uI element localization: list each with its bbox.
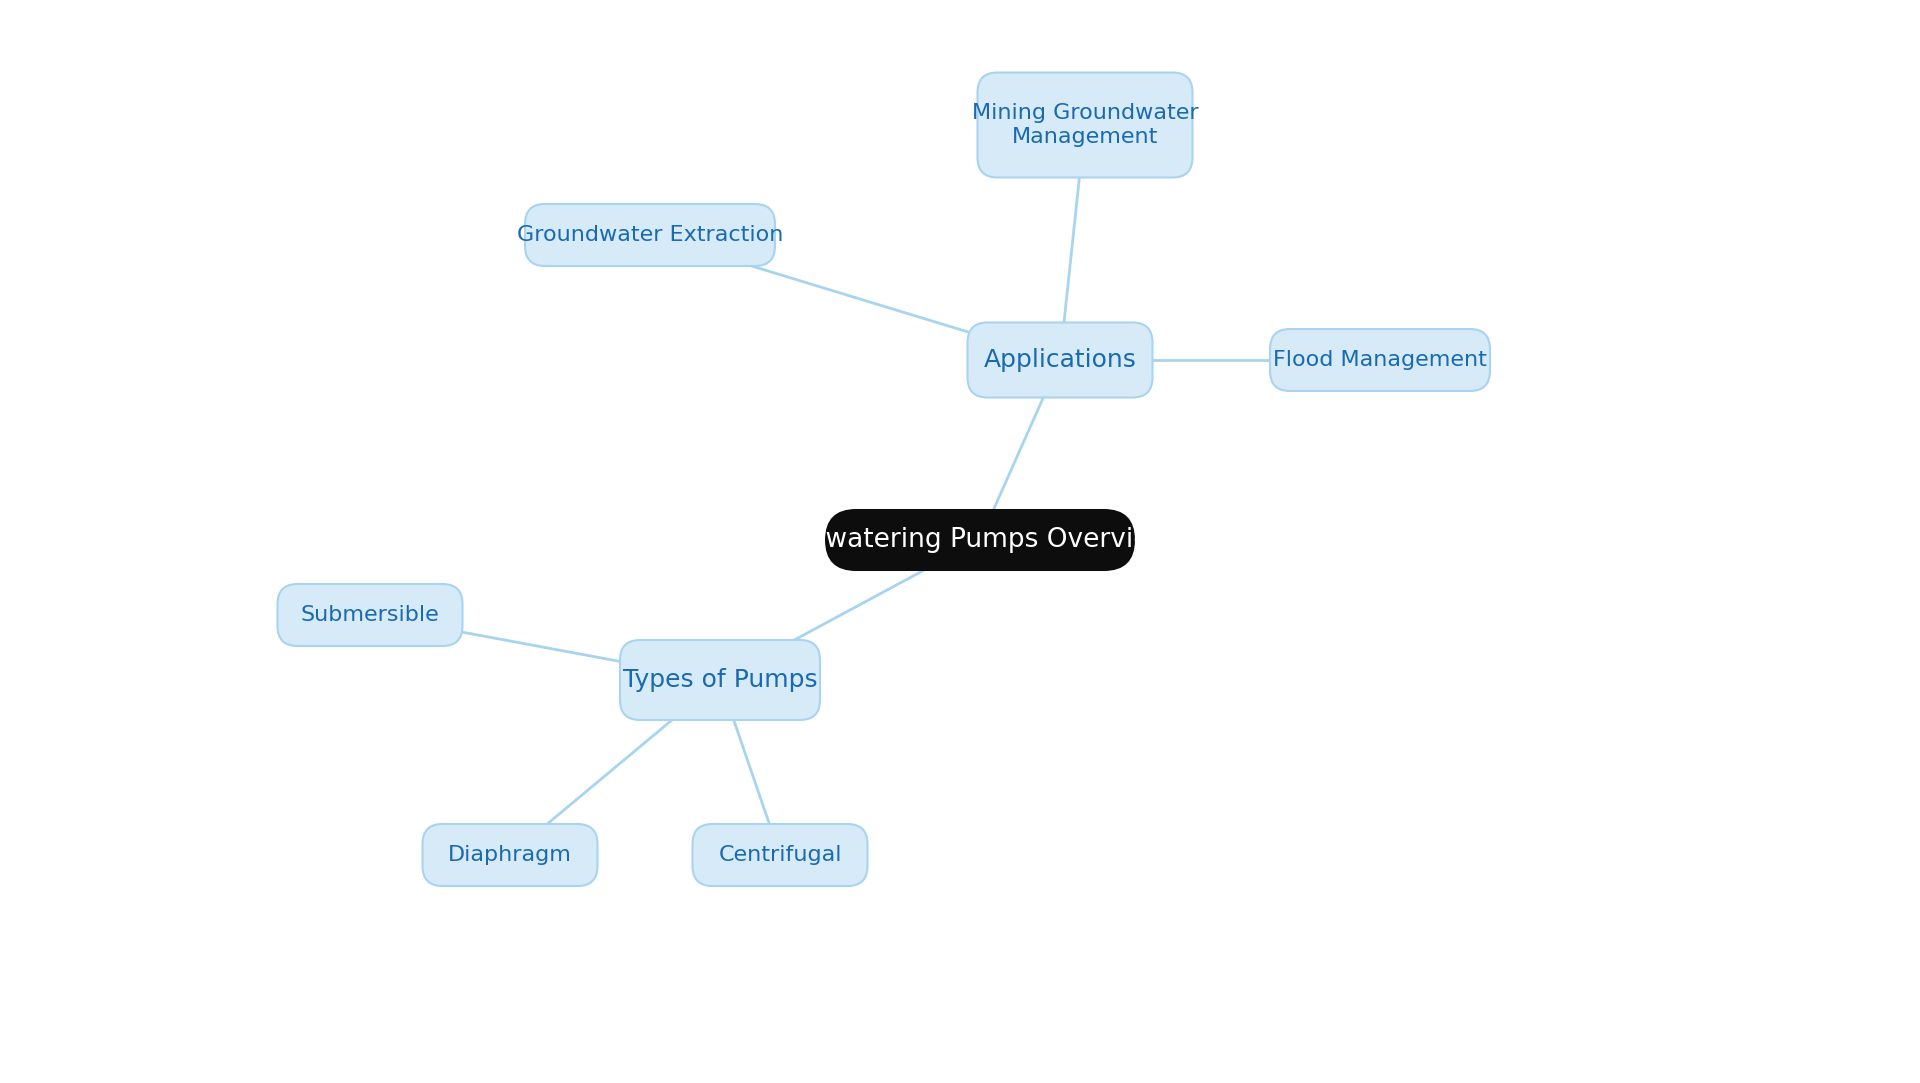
Text: Submersible: Submersible <box>301 605 440 625</box>
FancyBboxPatch shape <box>1269 329 1490 391</box>
Text: Groundwater Extraction: Groundwater Extraction <box>516 225 783 245</box>
FancyBboxPatch shape <box>977 73 1192 178</box>
FancyBboxPatch shape <box>278 584 463 645</box>
FancyBboxPatch shape <box>968 323 1152 397</box>
FancyBboxPatch shape <box>693 824 868 886</box>
Text: Centrifugal: Centrifugal <box>718 845 841 865</box>
Text: Flood Management: Flood Management <box>1273 350 1486 370</box>
FancyBboxPatch shape <box>422 824 597 886</box>
FancyBboxPatch shape <box>620 640 820 720</box>
Text: Types of Pumps: Types of Pumps <box>622 668 818 692</box>
Text: Mining Groundwater
Management: Mining Groundwater Management <box>972 103 1198 146</box>
Text: Applications: Applications <box>983 348 1137 371</box>
Text: Dewatering Pumps Overview: Dewatering Pumps Overview <box>789 527 1171 553</box>
FancyBboxPatch shape <box>524 204 776 266</box>
Text: Diaphragm: Diaphragm <box>447 845 572 865</box>
FancyBboxPatch shape <box>826 509 1135 571</box>
